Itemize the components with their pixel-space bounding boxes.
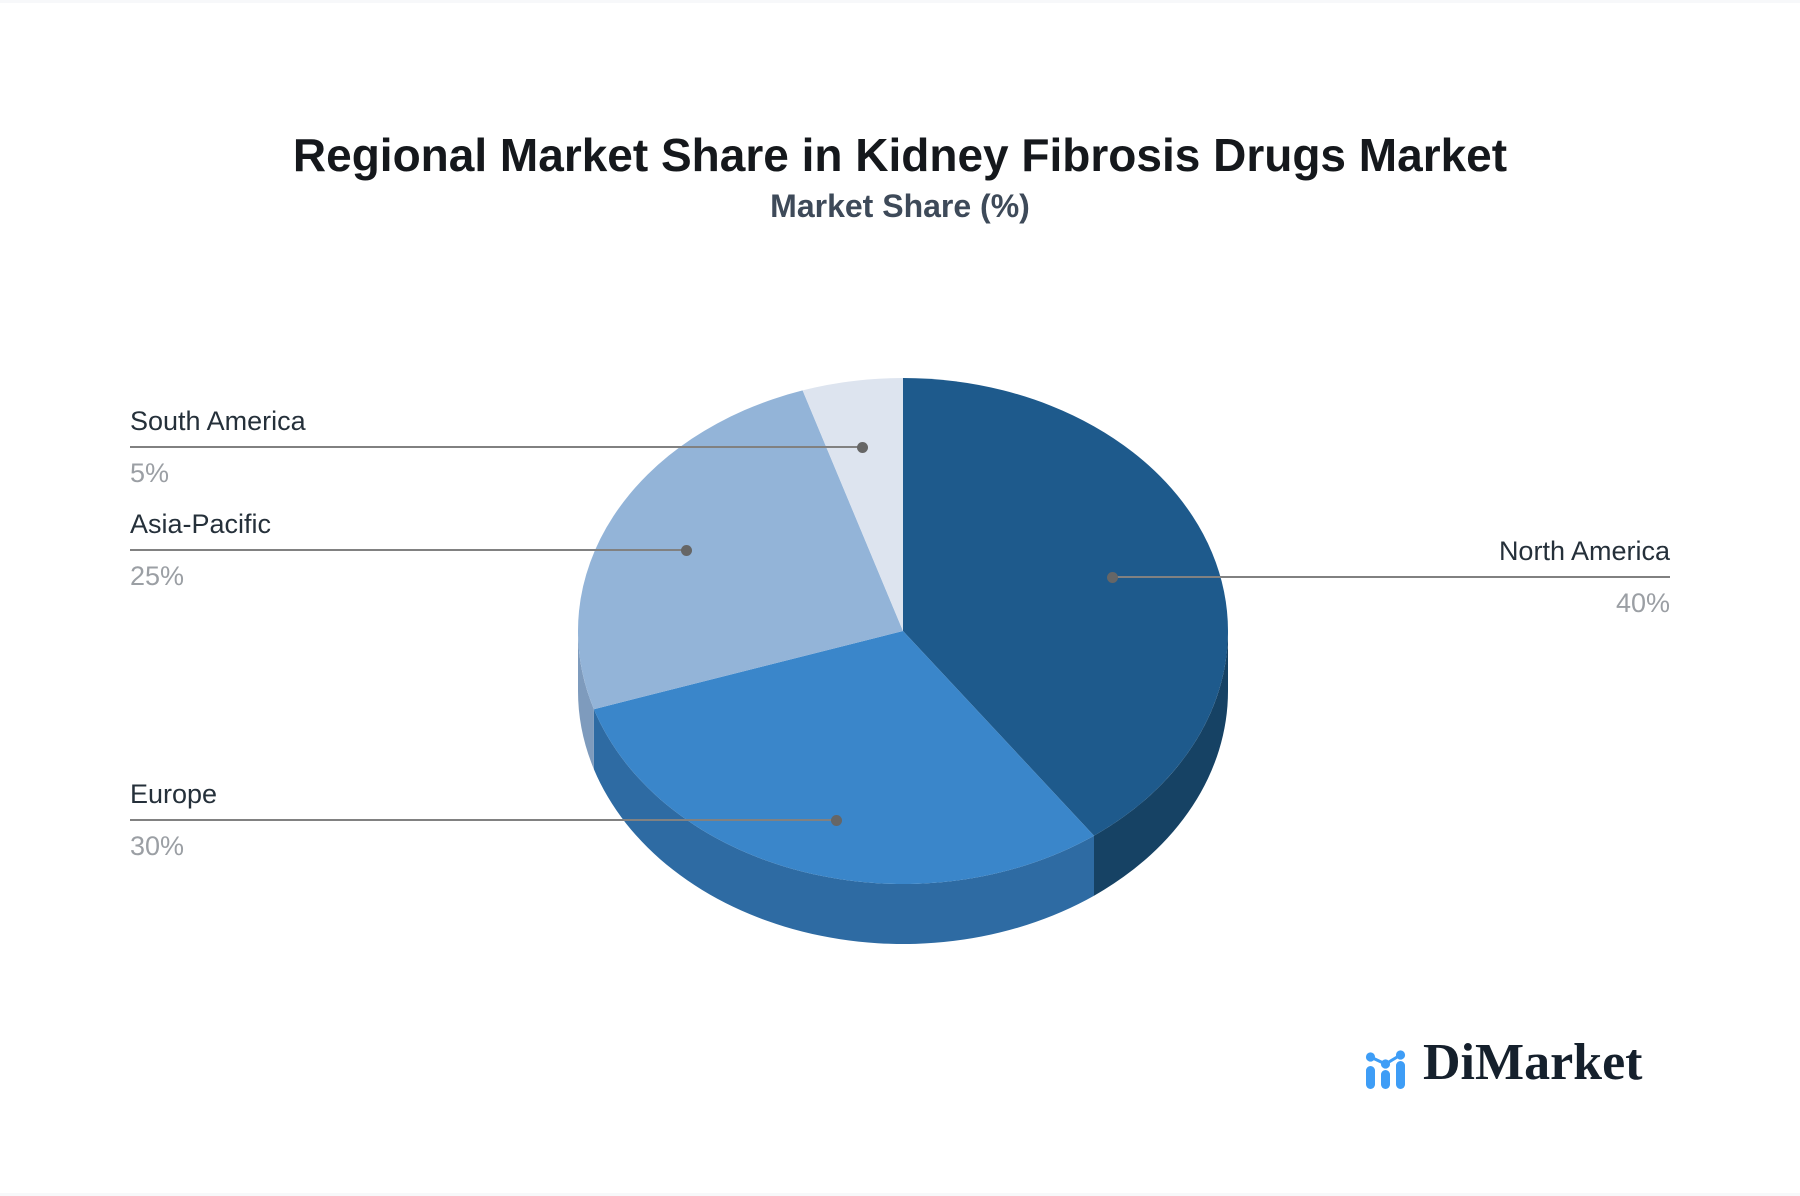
region-label: Asia-Pacific: [130, 509, 272, 539]
label-dot: [681, 545, 692, 556]
pie-slice-north-america: [903, 378, 1229, 836]
region-percent: 5%: [130, 458, 170, 488]
region-label: South America: [130, 406, 306, 436]
pie-slice-asia-pacific: [577, 390, 903, 710]
region-label: North America: [1498, 536, 1670, 566]
callout-south-america: South America 5%: [130, 405, 868, 490]
pie-slice-side-north-america: [1094, 631, 1228, 896]
label-dot: [831, 815, 842, 826]
label-dot: [857, 442, 868, 453]
label-line: [130, 442, 868, 453]
callout-north-america: North America 40%: [1107, 535, 1670, 620]
pie-slice-side-europe: [593, 709, 1094, 945]
brand-name: DiMarket: [1423, 1034, 1643, 1091]
chart-subtitle: Market Share (%): [770, 188, 1030, 224]
callout-europe: Europe 30%: [130, 778, 842, 863]
region-percent: 30%: [130, 831, 185, 861]
region-label: Europe: [130, 779, 218, 809]
chart-title: Regional Market Share in Kidney Fibrosis…: [292, 129, 1508, 181]
label-line: [1107, 572, 1670, 583]
pie-slice-south-america: [802, 378, 903, 631]
region-percent: 40%: [1615, 588, 1670, 618]
label-line: [130, 545, 692, 556]
pie-slice-side-asia-pacific: [578, 631, 594, 770]
callout-asia-pacific: Asia-Pacific 25%: [130, 508, 692, 593]
region-percent: 25%: [130, 561, 185, 591]
label-dot: [1107, 572, 1118, 583]
bar-chart-trend-icon: [1365, 1050, 1406, 1089]
label-line: [130, 815, 842, 826]
brand-logo: DiMarket: [1363, 1033, 1642, 1105]
